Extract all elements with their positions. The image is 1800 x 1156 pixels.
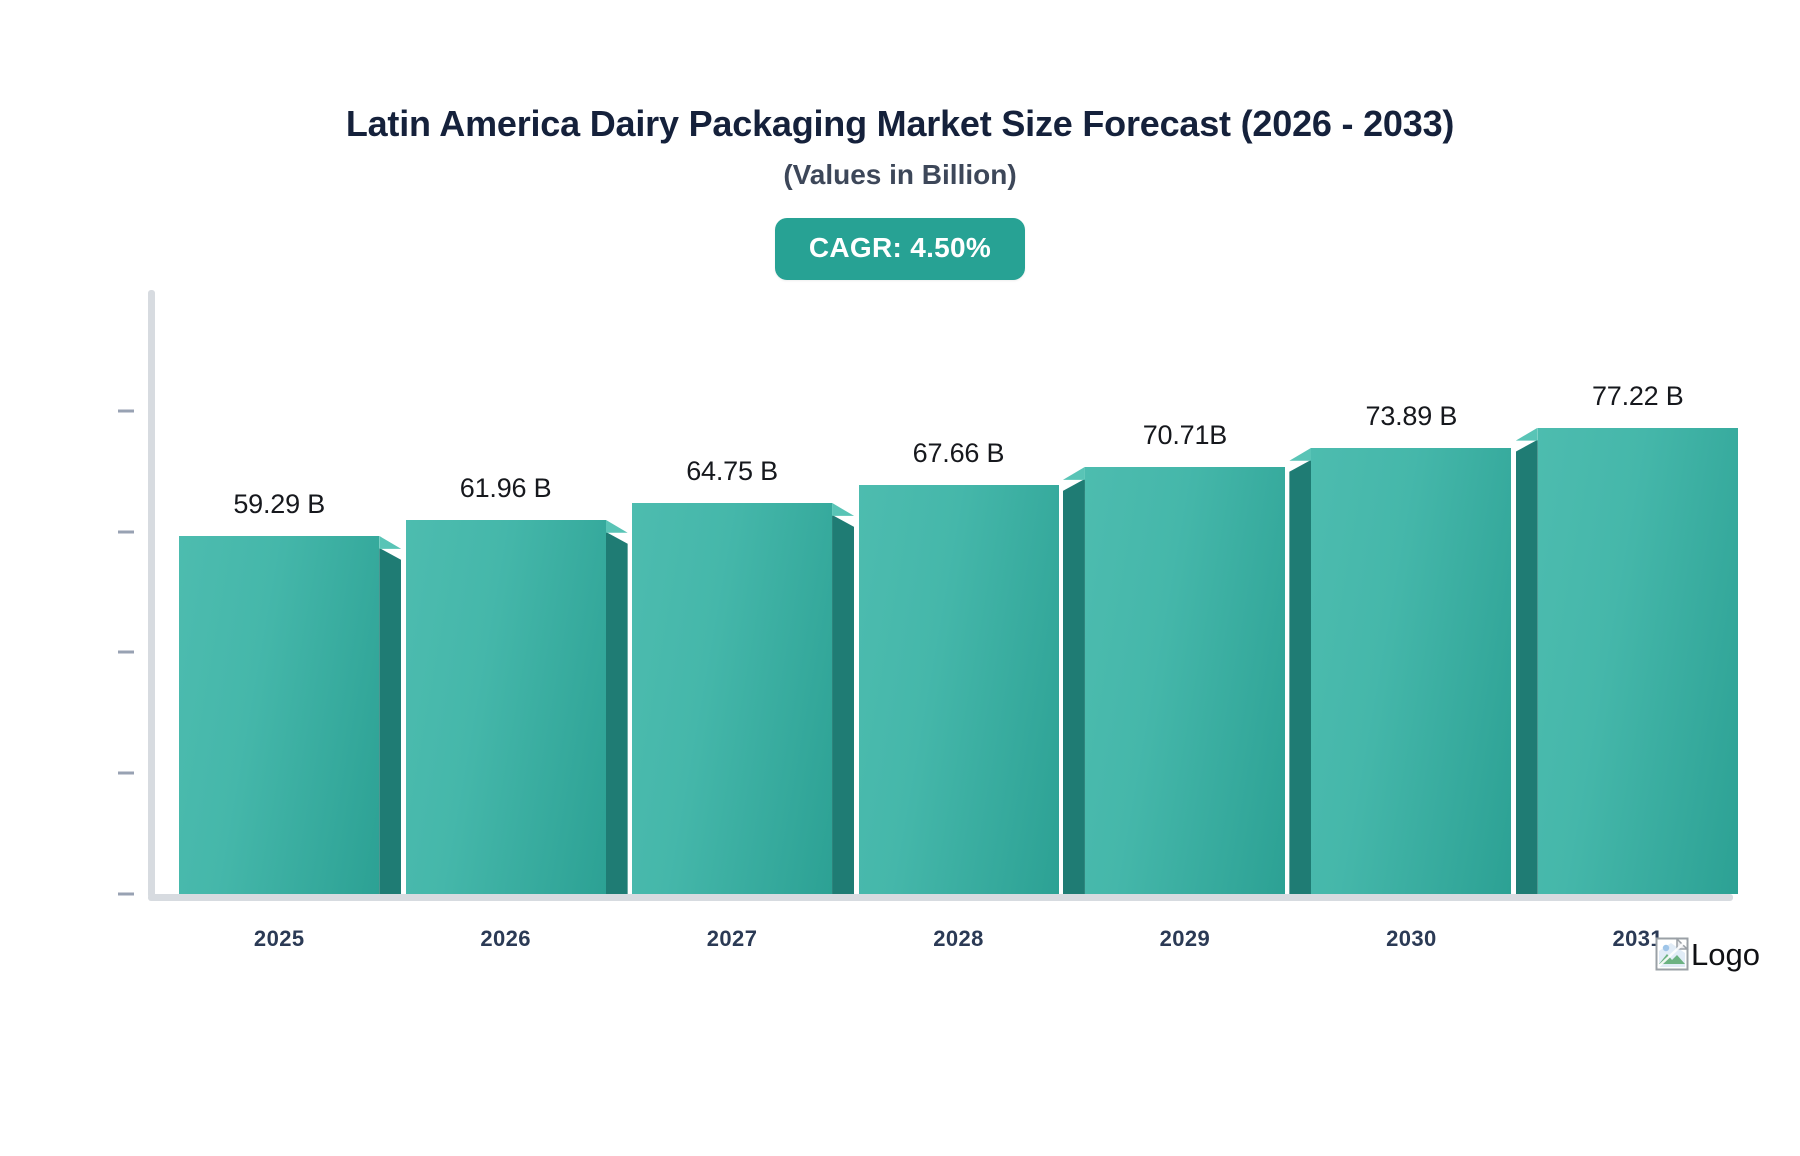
bar-value-label: 59.29 B — [233, 488, 326, 519]
cagr-badge: CAGR: 4.50% — [774, 218, 1026, 281]
bar-side-face — [1515, 439, 1538, 894]
bar-body — [632, 502, 855, 894]
bar-top-face — [379, 535, 402, 549]
x-axis-tick-label: 2026 — [480, 926, 531, 951]
bar-2030[interactable]: 73.89 B — [1289, 401, 1512, 894]
bar-value-label: 61.96 B — [459, 472, 552, 503]
bar-top-face — [832, 502, 855, 516]
bar-2026[interactable]: 61.96 B — [405, 473, 628, 894]
bar-2025[interactable]: 59.29 B — [179, 489, 402, 894]
bar-value-label: 73.89 B — [1365, 400, 1458, 431]
y-axis-tick-mark — [118, 771, 134, 775]
bar-body — [1289, 447, 1512, 894]
bar-value-label: 67.66 B — [912, 438, 1005, 469]
bar-front-face — [1537, 427, 1738, 894]
bar-body — [858, 485, 1059, 894]
bar-front-face — [405, 519, 606, 894]
bar-2027[interactable]: 64.75 B — [632, 456, 855, 894]
cagr-badge-container: CAGR: 4.50% — [0, 218, 1800, 281]
bar-body — [405, 519, 628, 894]
bar-top-face — [1289, 447, 1312, 461]
bar-value-label: 70.71B — [1142, 419, 1228, 450]
bar-2029[interactable]: 70.71B — [1062, 420, 1285, 894]
y-axis-tick-mark — [118, 892, 134, 896]
bar-side-face — [832, 514, 855, 894]
y-axis-tick-mark — [118, 530, 134, 534]
bar-side-face — [1062, 478, 1085, 894]
bar-top-face — [1062, 466, 1085, 480]
x-axis-tick-label: 2027 — [706, 926, 758, 951]
bar-front-face — [858, 485, 1059, 894]
bar-top-face — [605, 519, 628, 533]
x-axis-tick-label: 2029 — [1159, 926, 1211, 951]
bar-front-face — [1311, 447, 1512, 894]
bar-side-face — [605, 531, 628, 894]
bar-side-face — [1289, 459, 1312, 894]
bar-value-label: 64.75 B — [686, 455, 778, 486]
chart-subtitle: (Values in Billion) — [783, 158, 1017, 190]
broken-image-icon — [1655, 937, 1689, 971]
bar-series: 59.29 B 61.96 B 64.75 B 67.66 B 70.71B 73.89 … — [148, 290, 1738, 898]
y-axis-tick-mark — [118, 650, 134, 654]
bar-body — [179, 535, 402, 894]
bar-body — [1062, 466, 1285, 894]
x-axis-tick-label: 2028 — [933, 926, 984, 951]
bar-front-face — [1084, 466, 1285, 894]
x-axis-tick-label: 2030 — [1386, 926, 1437, 951]
page-title: Latin America Dairy Packaging Market Siz… — [345, 103, 1455, 144]
bar-front-face — [632, 502, 833, 894]
bar-side-face — [379, 547, 402, 894]
plot-area: 100.0B80.0B60.0B40.0B20.0B0 59.29 B61.96… — [118, 290, 1738, 951]
bar-body — [1515, 427, 1738, 894]
y-axis-line — [148, 290, 155, 898]
x-axis-line — [148, 894, 1733, 901]
logo-alt-text: Logo — [1691, 936, 1760, 972]
bar-2028[interactable]: 67.66 B — [858, 438, 1059, 894]
logo-placeholder: Logo — [1655, 937, 1760, 971]
bar-2031[interactable]: 77.22 B — [1515, 381, 1738, 894]
y-axis-tick-mark — [118, 409, 134, 413]
x-axis-tick-label: 2025 — [253, 926, 305, 951]
chart-header: Latin America Dairy Packaging Market Siz… — [0, 0, 1800, 190]
bar-top-face — [1515, 427, 1538, 441]
bar-front-face — [179, 535, 380, 894]
bar-value-label: 77.22 B — [1591, 380, 1684, 411]
